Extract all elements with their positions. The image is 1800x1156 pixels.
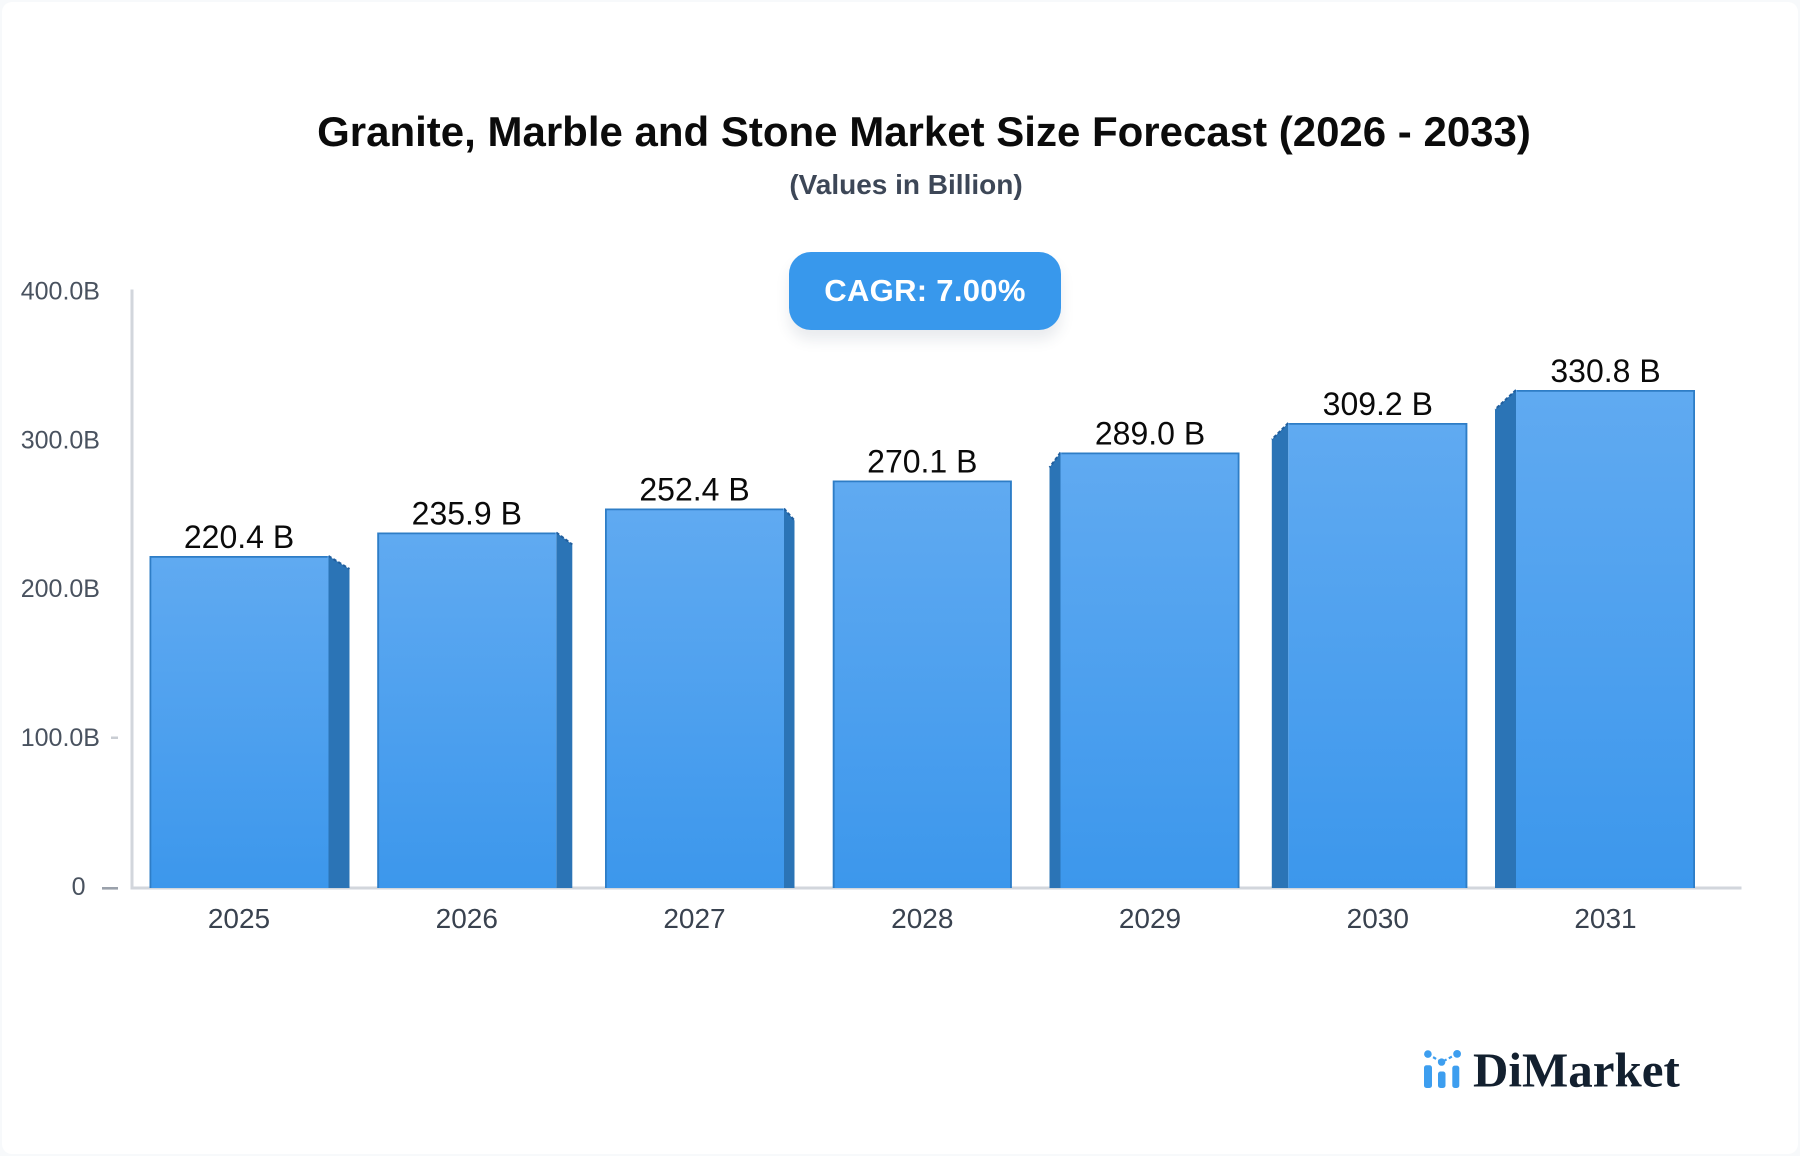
svg-text:220.4 B: 220.4 B [184, 519, 294, 555]
svg-text:289.0 B: 289.0 B [1095, 416, 1205, 452]
svg-text:2027: 2027 [663, 903, 725, 934]
svg-text:400.0B: 400.0B [21, 278, 100, 306]
svg-text:200.0B: 200.0B [21, 575, 100, 603]
svg-text:2028: 2028 [891, 903, 953, 934]
svg-text:235.9 B: 235.9 B [412, 496, 522, 532]
svg-text:252.4 B: 252.4 B [639, 472, 749, 508]
svg-text:270.1 B: 270.1 B [867, 444, 977, 480]
svg-text:2031: 2031 [1574, 903, 1636, 934]
svg-text:2030: 2030 [1347, 903, 1409, 934]
svg-text:330.8 B: 330.8 B [1550, 353, 1660, 389]
svg-text:100.0B: 100.0B [21, 724, 100, 752]
svg-text:0: 0 [72, 873, 86, 901]
svg-text:2029: 2029 [1119, 903, 1181, 934]
svg-text:2025: 2025 [208, 903, 270, 934]
svg-text:DiMarket: DiMarket [1473, 1043, 1680, 1098]
svg-text:300.0B: 300.0B [21, 426, 100, 454]
svg-text:309.2 B: 309.2 B [1323, 386, 1433, 422]
svg-text:2026: 2026 [436, 903, 498, 934]
